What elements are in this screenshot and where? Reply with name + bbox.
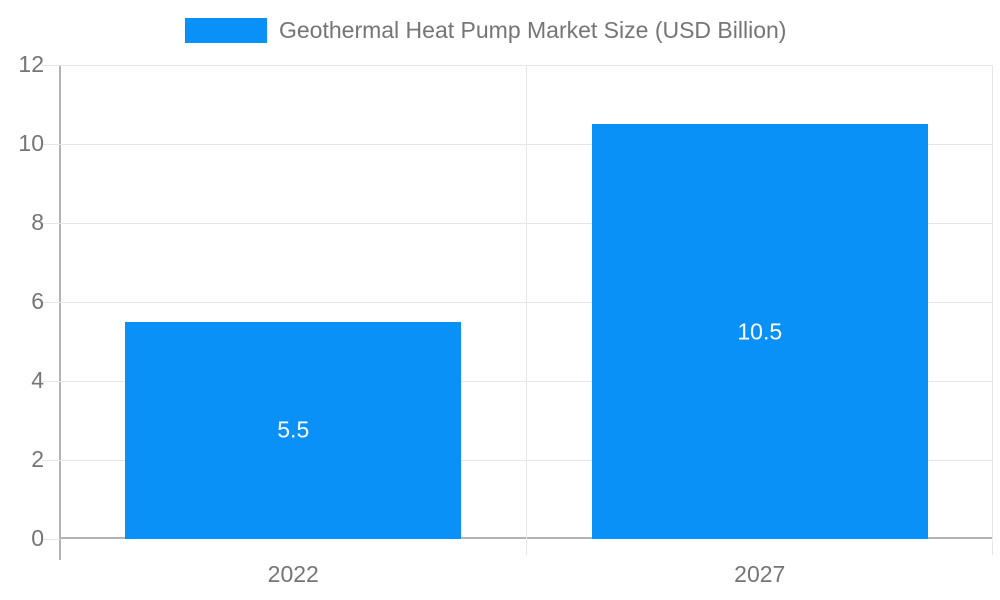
y-tick-label: 6 — [31, 287, 44, 314]
y-tick-label: 2 — [31, 445, 44, 472]
y-tick-mark — [42, 223, 60, 224]
plot-area: 5.5 10.5 — [60, 64, 993, 539]
bar-value-label: 5.5 — [277, 416, 310, 443]
bar-2027[interactable] — [591, 124, 928, 539]
legend-title: Geothermal Heat Pump Market Size (USD Bi… — [279, 17, 787, 43]
h-gridline — [60, 222, 993, 224]
h-gridline — [60, 143, 993, 145]
y-tick-mark — [42, 144, 60, 145]
y-tick-label: 0 — [31, 524, 44, 551]
h-gridline — [60, 64, 993, 66]
legend-swatch-icon — [185, 18, 267, 43]
y-tick-label: 12 — [18, 50, 44, 77]
h-gridline — [60, 380, 993, 382]
x-axis-label: 2022 — [267, 561, 319, 587]
v-gridline — [992, 65, 993, 539]
x-tick-mark — [992, 540, 993, 555]
y-axis-line — [59, 65, 61, 560]
bar-value-label: 10.5 — [737, 318, 783, 345]
h-gridline — [60, 459, 993, 461]
y-tick-mark — [42, 539, 60, 540]
v-gridline — [525, 65, 527, 539]
bar-2022[interactable] — [125, 321, 462, 539]
h-gridline — [60, 301, 993, 303]
x-axis-baseline — [60, 537, 993, 539]
y-tick-mark — [42, 381, 60, 382]
x-tick-mark — [525, 540, 527, 555]
y-tick-mark — [42, 302, 60, 303]
y-tick-mark — [42, 65, 60, 66]
chart-legend[interactable]: Geothermal Heat Pump Market Size (USD Bi… — [185, 17, 786, 44]
y-tick-mark — [42, 460, 60, 461]
y-tick-label: 10 — [18, 129, 44, 156]
y-tick-label: 8 — [31, 208, 44, 235]
x-axis-label: 2027 — [734, 561, 786, 587]
y-tick-label: 4 — [31, 366, 44, 393]
